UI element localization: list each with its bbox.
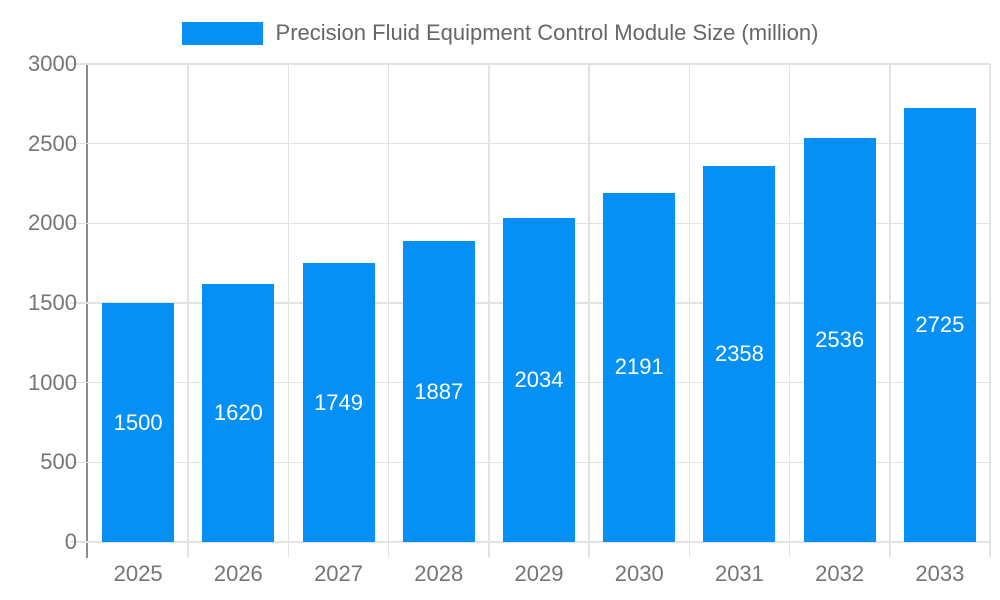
y-axis-tick <box>70 222 88 225</box>
y-axis-tick-label: 1000 <box>28 369 77 395</box>
bar-value-label: 2725 <box>915 311 965 337</box>
x-axis-tick <box>788 542 791 557</box>
x-axis-tick <box>889 542 891 557</box>
bar-value-label: 1500 <box>113 409 163 435</box>
gridline-y <box>88 63 990 65</box>
y-axis-tick <box>70 541 88 543</box>
x-axis-tick-label: 2032 <box>815 561 865 586</box>
x-axis-tick-label: 2030 <box>614 561 664 586</box>
gridline-x <box>588 64 590 542</box>
bar-value-label: 2034 <box>514 366 564 392</box>
legend-color-swatch-icon <box>181 21 263 45</box>
x-axis-tick-label: 2029 <box>514 561 564 586</box>
y-axis-tick <box>70 63 88 65</box>
y-axis-tick <box>70 142 88 145</box>
gridline-x <box>187 64 189 542</box>
bar-value-label: 2358 <box>714 341 764 367</box>
gridline-x <box>688 64 691 542</box>
gridline-x <box>788 64 791 542</box>
y-axis-tick <box>70 381 88 384</box>
chart-legend[interactable]: Precision Fluid Equipment Control Module… <box>0 20 1000 46</box>
bar-value-label: 2191 <box>614 354 664 380</box>
y-axis-line <box>86 64 88 558</box>
gridline-x <box>387 64 390 542</box>
bar-2030[interactable] <box>603 192 676 542</box>
gridline-y <box>88 541 990 543</box>
x-axis-tick <box>989 542 991 557</box>
bar-2026[interactable] <box>202 283 275 542</box>
bar-value-label: 1620 <box>213 399 263 425</box>
y-axis-tick <box>70 461 88 464</box>
bar-value-label: 1749 <box>314 389 364 415</box>
y-axis-tick-label: 2000 <box>28 210 77 236</box>
x-axis-tick <box>187 542 189 557</box>
legend-series-label: Precision Fluid Equipment Control Module… <box>275 20 819 45</box>
y-axis-tick-label: 1500 <box>28 290 77 315</box>
x-axis-tick <box>488 542 490 557</box>
bar-2028[interactable] <box>402 241 475 542</box>
x-axis-tick-label: 2027 <box>314 561 364 586</box>
bar-2031[interactable] <box>703 166 776 542</box>
x-axis-tick <box>688 542 691 557</box>
x-axis-tick-label: 2028 <box>414 561 464 586</box>
y-axis-tick <box>70 302 88 304</box>
bar-value-label: 2536 <box>815 326 865 352</box>
y-axis-tick-label: 0 <box>64 529 77 554</box>
bar-2029[interactable] <box>503 217 575 542</box>
gridline-x <box>488 64 490 542</box>
y-axis-tick-label: 3000 <box>28 51 77 76</box>
gridline-x <box>889 64 891 542</box>
y-axis-tick-label: 2500 <box>28 130 77 156</box>
bar-2033[interactable] <box>903 107 976 542</box>
gridline-x <box>287 64 290 542</box>
bar-2032[interactable] <box>803 137 876 542</box>
x-axis-tick-label: 2025 <box>113 561 163 586</box>
bar-value-label: 1887 <box>414 378 464 404</box>
gridline-y <box>88 142 990 145</box>
x-axis-tick <box>588 542 590 557</box>
x-axis-tick <box>387 542 390 557</box>
x-axis-tick <box>287 542 290 557</box>
bar-2025[interactable] <box>102 303 175 542</box>
y-axis-tick-label: 500 <box>40 449 77 475</box>
gridline-x <box>989 64 991 542</box>
plot-area: 0 500 1000 1500 2000 2500 3000 1500 2025 1620 2026… <box>28 51 991 586</box>
x-axis-tick-label: 2026 <box>213 561 263 586</box>
x-axis-tick-label: 2033 <box>915 561 965 586</box>
bar-2027[interactable] <box>302 263 375 542</box>
x-axis-tick-label: 2031 <box>714 561 764 586</box>
